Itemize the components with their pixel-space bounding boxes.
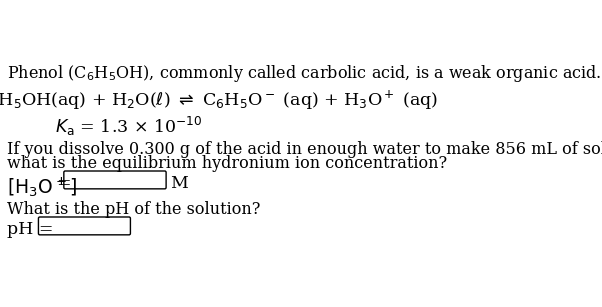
Text: Phenol (C$_6$H$_5$OH), commonly called carbolic acid, is a weak organic acid.: Phenol (C$_6$H$_5$OH), commonly called c… (7, 63, 601, 84)
Text: pH =: pH = (7, 221, 54, 238)
FancyBboxPatch shape (39, 217, 131, 235)
Text: C$_6$H$_5$OH(aq) + H$_2$O($\ell$) $\rightleftharpoons$ C$_6$H$_5$O$^-$ (aq) + H$: C$_6$H$_5$OH(aq) + H$_2$O($\ell$) $\righ… (0, 89, 438, 112)
Text: What is the pH of the solution?: What is the pH of the solution? (7, 200, 260, 218)
Text: $K_\mathrm{a}$ = 1.3 × 10$^{-10}$: $K_\mathrm{a}$ = 1.3 × 10$^{-10}$ (55, 115, 202, 138)
Text: =: = (56, 175, 71, 192)
Text: what is the equilibrium hydronium ion concentration?: what is the equilibrium hydronium ion co… (7, 154, 447, 172)
Text: M: M (170, 175, 188, 192)
Text: $\left[\mathrm{H_3O^+}\right]$: $\left[\mathrm{H_3O^+}\right]$ (7, 175, 76, 199)
Text: If you dissolve 0.300 g of the acid in enough water to make 856 mL of solution,: If you dissolve 0.300 g of the acid in e… (7, 141, 602, 158)
FancyBboxPatch shape (64, 171, 166, 189)
